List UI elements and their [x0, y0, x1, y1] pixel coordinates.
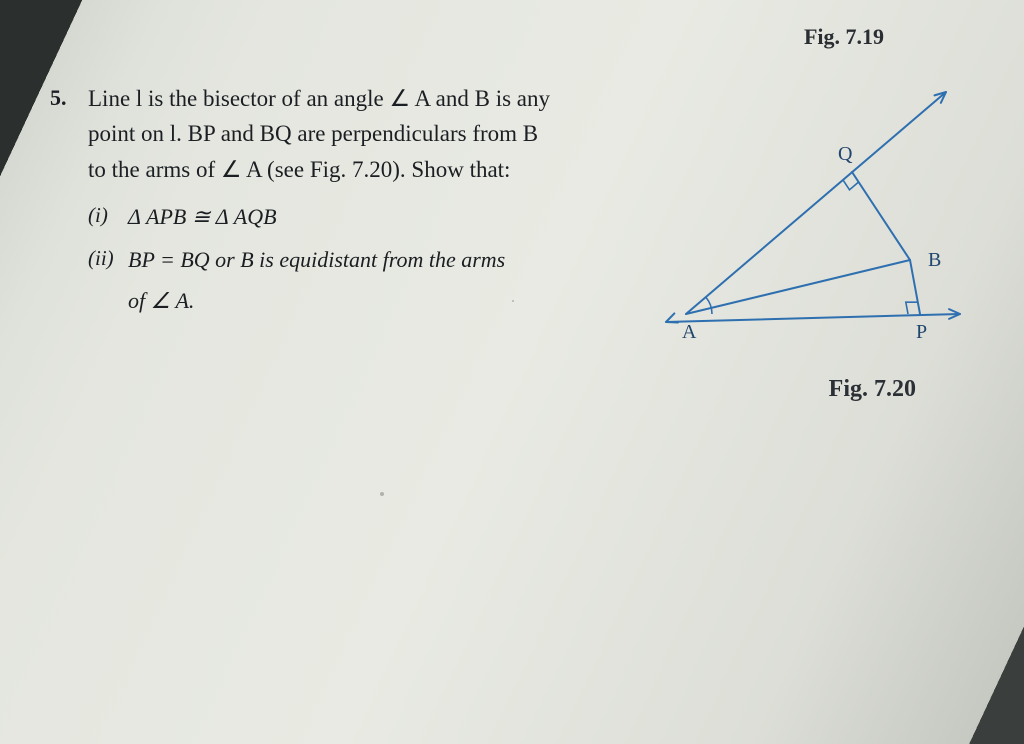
problem-items: (i) Δ APB ≅ Δ AQB (ii) BP = BQ or B is e… — [88, 200, 648, 317]
problem-number: 5. — [50, 82, 67, 114]
item-text: BP = BQ or B is equidistant from the arm… — [128, 247, 505, 272]
svg-text:A: A — [682, 321, 697, 343]
item-label: (ii) — [88, 243, 114, 273]
stem-line: to the arms of ∠ A (see Fig. 7.20). Show… — [88, 153, 648, 186]
page: Fig. 7.19 5. Line l is the bisector of a… — [0, 0, 1024, 744]
stem-line: point on l. BP and BQ are perpendiculars… — [88, 117, 648, 150]
geometry-diagram: A P B Q — [664, 76, 964, 356]
svg-text:Q: Q — [838, 143, 853, 165]
figure-label-top: Fig. 7.19 — [804, 24, 884, 50]
problem-item: (i) Δ APB ≅ Δ AQB — [128, 200, 648, 233]
item-tail: of ∠ A. — [128, 285, 648, 317]
speck — [380, 492, 384, 496]
item-label: (i) — [88, 200, 108, 230]
svg-text:P: P — [916, 321, 927, 343]
problem-item: (ii) BP = BQ or B is equidistant from th… — [128, 243, 648, 316]
problem-stem: Line l is the bisector of an angle ∠ A a… — [88, 82, 648, 186]
svg-text:B: B — [928, 249, 941, 271]
stem-line: Line l is the bisector of an angle ∠ A a… — [88, 82, 648, 115]
item-text: Δ APB ≅ Δ AQB — [128, 204, 277, 229]
speck — [512, 300, 514, 302]
figure-label-bottom: Fig. 7.20 — [829, 376, 916, 403]
problem-block: 5. Line l is the bisector of an angle ∠ … — [88, 82, 648, 327]
